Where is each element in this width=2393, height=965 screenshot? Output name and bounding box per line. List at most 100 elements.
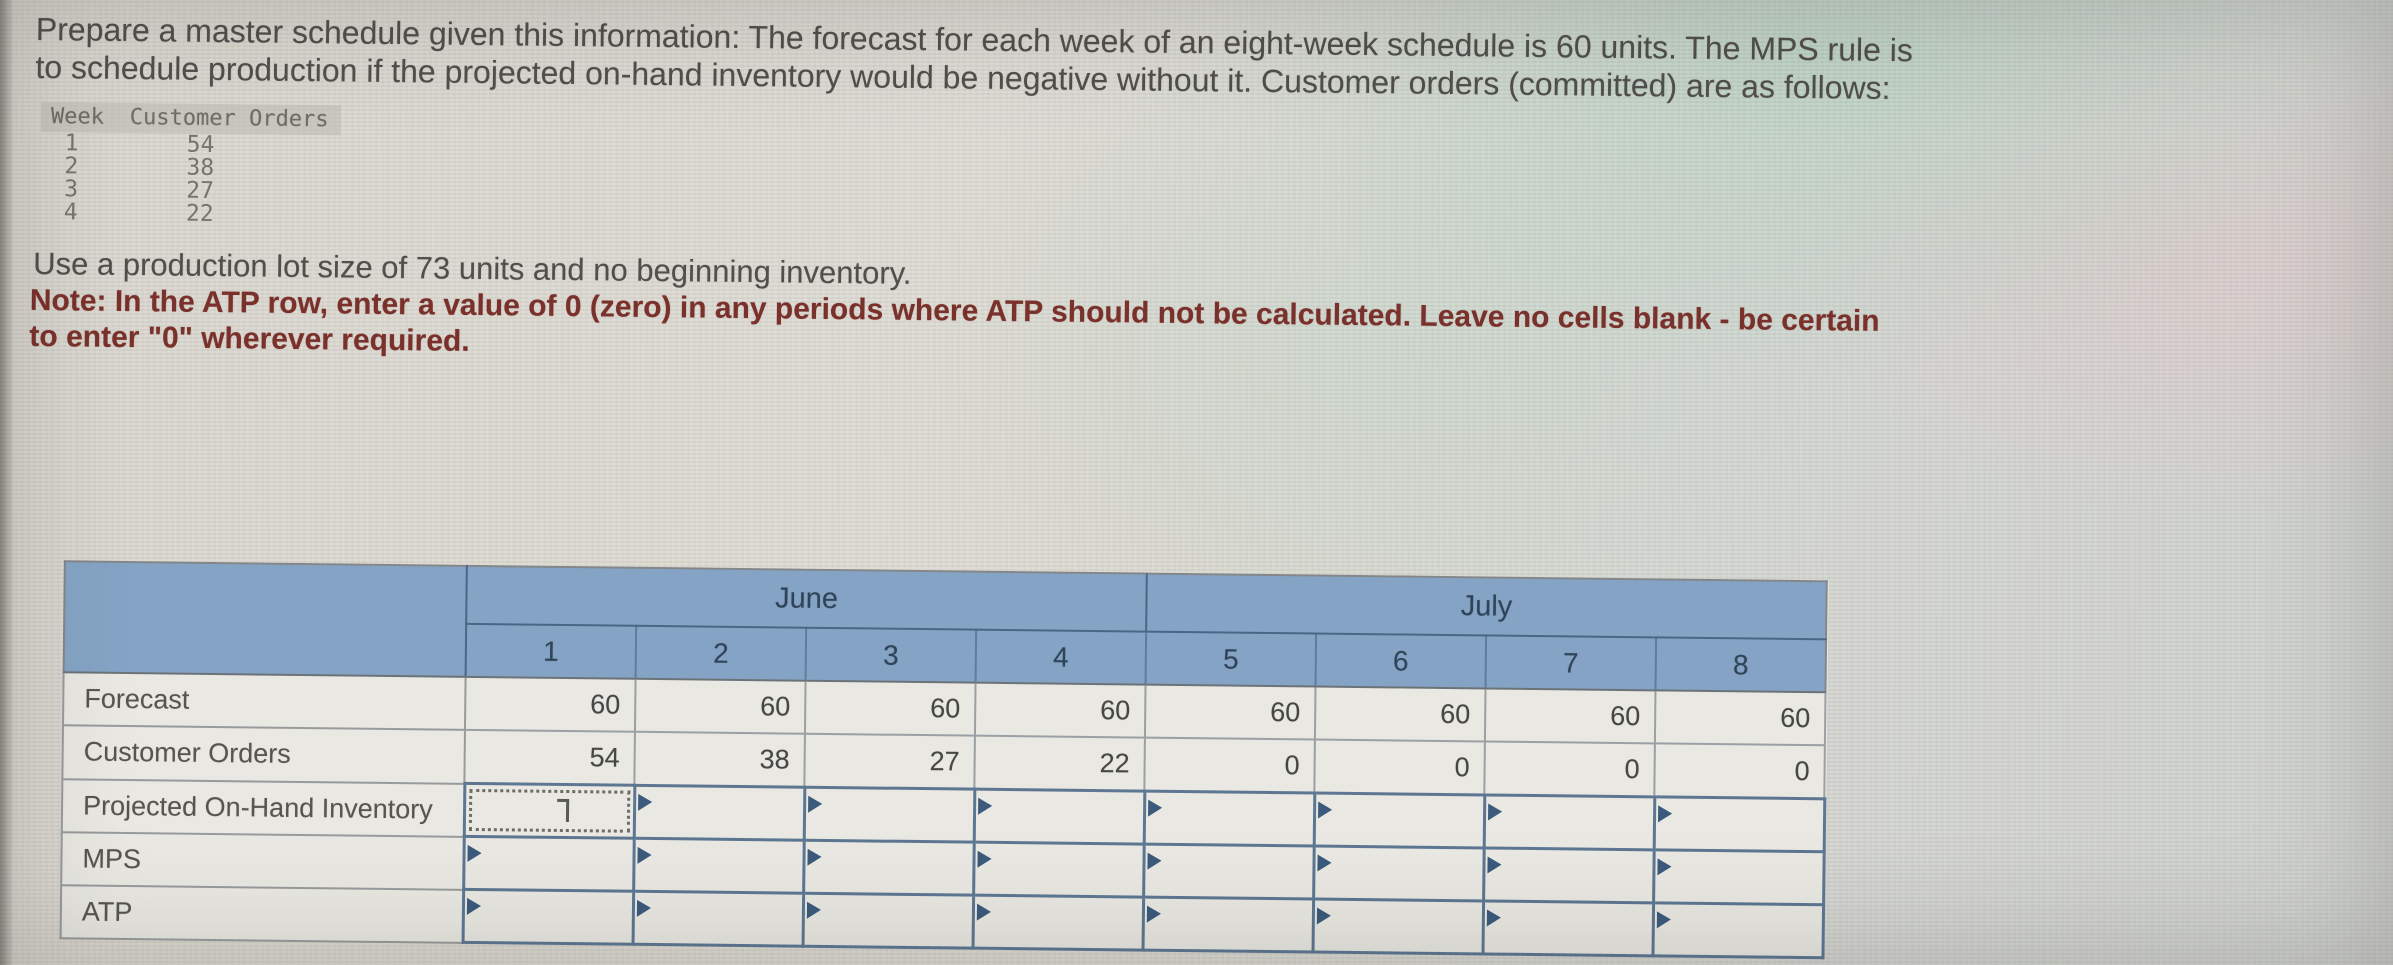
- input-marker-icon: [636, 846, 652, 864]
- customer-orders-table: Week Customer Orders 1 54 2 38 3 27 4 22: [40, 102, 341, 227]
- month-header-row: June July: [63, 561, 1827, 677]
- cell-mps-week-3: [803, 840, 974, 896]
- text-caret: [565, 799, 569, 823]
- input-marker-icon: [1657, 805, 1672, 823]
- week-header-4: 4: [975, 629, 1147, 685]
- cell-atp-week-8: [1652, 902, 1824, 958]
- input-atp-week-3[interactable]: [804, 898, 971, 944]
- month-header-july: July: [1146, 573, 1827, 640]
- cell-projected-on-hand-inventory-week-2: [633, 785, 805, 841]
- input-marker-icon: [1486, 909, 1501, 927]
- cell-atp-week-6: [1312, 898, 1484, 954]
- cell-atp-week-3: [802, 893, 974, 949]
- input-atp-week-2[interactable]: [634, 896, 801, 942]
- input-atp-week-8[interactable]: [1654, 907, 1822, 953]
- input-atp-week-1[interactable]: [464, 894, 631, 940]
- customer-orders-table-header: Week Customer Orders: [40, 102, 341, 136]
- input-projected-on-hand-inventory-week-2[interactable]: [635, 790, 802, 836]
- orders-header-week: Week: [50, 104, 105, 130]
- input-marker-icon: [1656, 858, 1672, 876]
- atp-note: Note: In the ATP row, enter a value of 0…: [29, 283, 2230, 380]
- orders-week-value: 4: [63, 199, 78, 226]
- input-mps-week-3[interactable]: [805, 845, 972, 891]
- input-marker-icon: [1316, 854, 1332, 872]
- cell-mps-week-5: [1143, 844, 1314, 899]
- orders-row-4: 4 22: [40, 199, 340, 227]
- cell-forecast-week-5: 60: [1144, 684, 1316, 740]
- cell-projected-on-hand-inventory-week-4: [973, 789, 1145, 845]
- input-marker-icon: [466, 897, 481, 916]
- cell-forecast-week-8: 60: [1654, 690, 1826, 746]
- cell-atp-week-5: [1142, 897, 1314, 952]
- input-marker-icon: [1316, 907, 1331, 925]
- input-atp-week-4[interactable]: [974, 900, 1142, 946]
- week-header-5: 5: [1145, 631, 1317, 687]
- cell-forecast-week-1: 60: [464, 676, 636, 732]
- week-header-1: 1: [465, 623, 637, 679]
- mps-table: June July 1 2 3 4 5 6 7 8 Forecast 60 60 60…: [59, 560, 1829, 960]
- week-header-7: 7: [1485, 635, 1657, 691]
- cell-customer-orders-week-8: 0: [1654, 743, 1825, 799]
- input-atp-week-6[interactable]: [1314, 904, 1481, 950]
- week-header-6: 6: [1315, 633, 1487, 689]
- cell-projected-on-hand-inventory-week-7: [1483, 794, 1655, 850]
- input-marker-icon: [1146, 852, 1162, 870]
- orders-week-value: 1: [64, 130, 79, 157]
- input-marker-icon: [1317, 801, 1332, 819]
- atp-note-line2: to enter "0" wherever required.: [29, 319, 470, 358]
- input-marker-icon: [806, 901, 821, 919]
- input-marker-icon: [976, 850, 992, 868]
- input-mps-week-2[interactable]: [635, 843, 802, 889]
- input-marker-icon: [1146, 905, 1161, 923]
- cell-customer-orders-week-4: 22: [974, 735, 1145, 792]
- input-projected-on-hand-inventory-week-3[interactable]: [805, 792, 972, 838]
- input-mps-week-7[interactable]: [1485, 852, 1652, 898]
- input-mps-week-4[interactable]: [975, 847, 1143, 893]
- cell-customer-orders-week-1: 54: [464, 729, 635, 786]
- orders-week-value: 2: [64, 153, 79, 180]
- input-atp-week-5[interactable]: [1144, 902, 1311, 948]
- cell-forecast-week-7: 60: [1484, 688, 1656, 744]
- input-marker-icon: [1147, 799, 1162, 817]
- input-projected-on-hand-inventory-week-1[interactable]: [468, 788, 630, 833]
- input-projected-on-hand-inventory-week-5[interactable]: [1145, 796, 1312, 842]
- input-marker-icon: [1487, 803, 1502, 821]
- input-projected-on-hand-inventory-week-7[interactable]: [1485, 799, 1652, 845]
- input-atp-week-7[interactable]: [1484, 905, 1651, 951]
- orders-week-value: 3: [63, 176, 79, 203]
- cell-customer-orders-week-7: 0: [1484, 741, 1655, 797]
- input-projected-on-hand-inventory-week-8[interactable]: [1655, 801, 1823, 847]
- orders-amount-value: 22: [185, 200, 214, 227]
- input-mps-week-1[interactable]: [465, 841, 632, 887]
- input-marker-icon: [1486, 856, 1502, 874]
- month-header-june: June: [466, 565, 1147, 632]
- input-marker-icon: [636, 899, 651, 917]
- cell-customer-orders-week-6: 0: [1314, 739, 1485, 795]
- row-label-atp: ATP: [60, 884, 464, 943]
- cell-forecast-week-6: 60: [1314, 686, 1486, 742]
- cell-projected-on-hand-inventory-week-5: [1143, 791, 1315, 847]
- cell-mps-week-6: [1313, 846, 1484, 901]
- cell-mps-week-7: [1483, 847, 1654, 903]
- input-marker-icon: [807, 795, 822, 813]
- cell-customer-orders-week-2: 38: [634, 731, 805, 788]
- input-projected-on-hand-inventory-week-6[interactable]: [1315, 798, 1482, 844]
- cell-customer-orders-week-5: 0: [1144, 737, 1315, 794]
- row-label-projected-on-hand-inventory: Projected On-Hand Inventory: [61, 778, 465, 837]
- cell-atp-week-1: [462, 889, 634, 945]
- row-label-mps: MPS: [61, 831, 464, 890]
- cell-atp-week-7: [1482, 900, 1654, 956]
- input-marker-icon: [976, 903, 991, 921]
- week-header-2: 2: [635, 625, 807, 681]
- week-header-8: 8: [1655, 637, 1827, 693]
- row-label-customer-orders: Customer Orders: [62, 725, 465, 784]
- input-projected-on-hand-inventory-week-4[interactable]: [975, 794, 1143, 840]
- cell-atp-week-4: [972, 895, 1144, 951]
- orders-header-customer-orders: Customer Orders: [129, 105, 329, 133]
- input-mps-week-6[interactable]: [1315, 851, 1482, 897]
- cell-projected-on-hand-inventory-week-6: [1313, 793, 1485, 848]
- week-header-3: 3: [805, 627, 977, 683]
- input-mps-week-8[interactable]: [1655, 854, 1823, 900]
- input-mps-week-5[interactable]: [1145, 849, 1312, 895]
